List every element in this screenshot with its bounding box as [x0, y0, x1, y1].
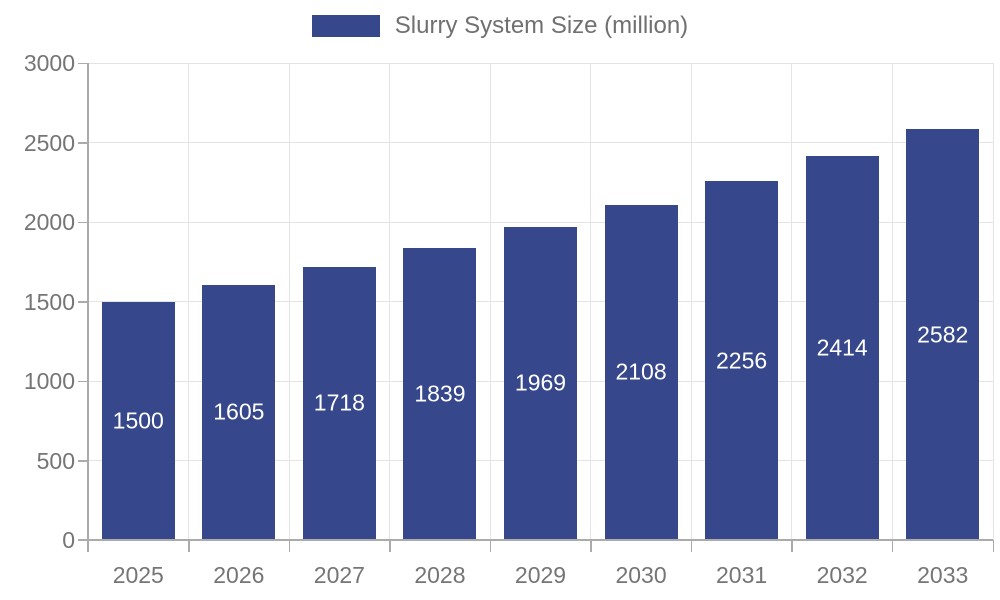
x-axis-tick: [489, 540, 492, 552]
x-axis-line: [78, 539, 993, 541]
y-axis-tick: [78, 380, 88, 382]
y-tick-label: 3000: [23, 50, 75, 76]
y-axis-tick: [78, 62, 88, 64]
y-axis-tick: [78, 142, 88, 144]
x-tick-label: 2032: [816, 562, 868, 588]
bar-value-label: 2582: [917, 321, 969, 348]
y-tick-label: 1500: [23, 288, 75, 315]
gridline-vertical: [891, 63, 893, 540]
bar-2029: 1969: [504, 226, 577, 540]
y-axis-line: [87, 63, 89, 552]
bar-2027: 1718: [302, 266, 376, 540]
bar-2032: 2414: [805, 156, 879, 540]
y-axis-tick: [78, 460, 88, 462]
gridline-vertical: [288, 63, 290, 540]
x-axis-tick: [690, 540, 693, 552]
x-axis-tick: [891, 540, 894, 552]
x-axis-tick: [590, 540, 592, 552]
x-axis-tick: [791, 540, 793, 552]
gridline-vertical: [690, 63, 692, 540]
bar-2031: 2256: [705, 181, 779, 540]
x-tick-label: 2028: [414, 562, 466, 588]
gridline-vertical: [590, 63, 592, 540]
bar-value-label: 1605: [213, 398, 265, 425]
legend-swatch: [311, 15, 380, 37]
bar-value-label: 1718: [313, 389, 365, 416]
gridline-horizontal: [88, 221, 993, 223]
y-tick-label: 2000: [23, 209, 75, 235]
gridline-vertical: [188, 63, 190, 540]
bar-2033: 2582: [906, 129, 980, 540]
x-tick-label: 2029: [514, 562, 567, 588]
y-axis-tick: [78, 301, 88, 303]
bar-value-label: 1500: [112, 407, 164, 434]
x-axis-tick: [87, 540, 89, 552]
bar-value-label: 1969: [514, 369, 567, 396]
x-tick-label: 2031: [716, 562, 768, 588]
x-axis-tick: [188, 540, 190, 552]
y-axis-tick: [78, 221, 88, 223]
x-tick-label: 2026: [213, 562, 265, 588]
bar-2025: 1500: [101, 301, 175, 540]
y-tick-label: 2500: [23, 129, 75, 156]
x-axis-tick: [389, 540, 391, 552]
x-axis-tick: [992, 540, 994, 552]
x-tick-label: 2027: [313, 562, 365, 588]
x-tick-label: 2030: [615, 562, 667, 588]
y-tick-label: 0: [62, 527, 75, 553]
x-axis-tick: [288, 540, 291, 552]
chart-legend: Slurry System Size (million): [0, 12, 1000, 40]
gridline-vertical: [791, 63, 793, 540]
y-tick-label: 500: [36, 447, 75, 474]
bar-2028: 1839: [403, 247, 477, 540]
bar-2030: 2108: [604, 204, 678, 540]
y-tick-label: 1000: [23, 368, 75, 394]
gridline-horizontal: [88, 142, 993, 143]
gridline-vertical: [389, 63, 391, 540]
gridline-vertical: [992, 63, 994, 540]
y-axis-tick: [78, 539, 88, 541]
bar-value-label: 1839: [414, 380, 466, 407]
x-tick-label: 2025: [112, 562, 164, 588]
x-tick-label: 2033: [917, 562, 969, 588]
bar-2026: 1605: [202, 284, 276, 540]
legend-label: Slurry System Size (million): [394, 12, 689, 39]
bar-value-label: 2256: [716, 347, 768, 374]
gridline-horizontal: [88, 62, 993, 64]
bar-value-label: 2108: [615, 358, 667, 385]
bar-value-label: 2414: [816, 334, 868, 361]
gridline-vertical: [489, 63, 491, 540]
